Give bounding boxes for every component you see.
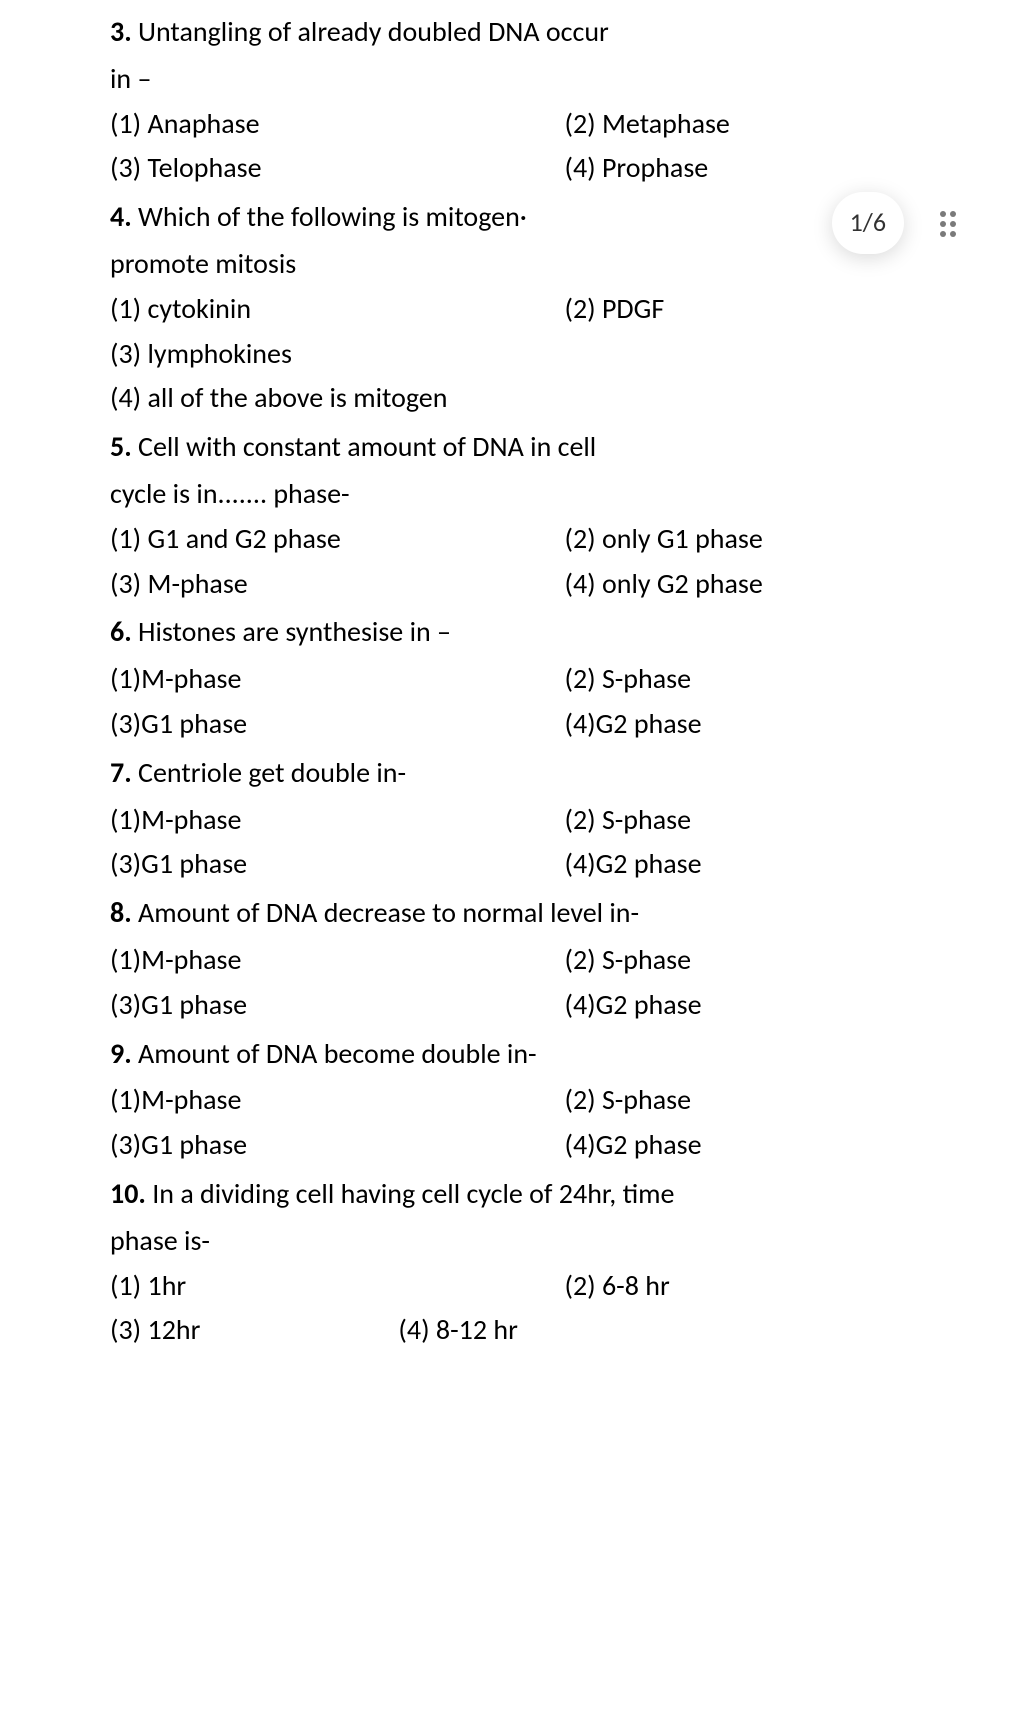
- q9-option-4: (4)G2 phase: [564, 1123, 984, 1168]
- question-10-number: 10.: [110, 1176, 146, 1211]
- question-5-number: 5.: [110, 429, 132, 464]
- q3-option-2: (2) Metaphase: [564, 102, 984, 147]
- question-6-body: Histones are synthesise in –: [138, 614, 451, 649]
- drag-dots-icon[interactable]: [932, 207, 964, 239]
- question-7: 7. Centriole get double in- (1)M-phase (…: [110, 751, 984, 887]
- question-10-options: (1) 1hr (2) 6-8 hr (3) 12hr (4) 8-12 hr: [110, 1264, 984, 1354]
- question-4-number: 4.: [110, 199, 132, 234]
- question-4-body: Which of the following is mitogen·: [138, 199, 527, 234]
- question-3-options: (1) Anaphase (2) Metaphase (3) Telophase…: [110, 102, 984, 192]
- q9-option-1: (1)M-phase: [110, 1078, 564, 1123]
- q5-option-1: (1) G1 and G2 phase: [110, 517, 564, 562]
- page-indicator: 1/6: [832, 192, 964, 254]
- question-9: 9. Amount of DNA become double in- (1)M-…: [110, 1032, 984, 1168]
- q5-option-2: (2) only G1 phase: [564, 517, 984, 562]
- question-5-options: (1) G1 and G2 phase (2) only G1 phase (3…: [110, 517, 984, 607]
- q4-option-2: (2) PDGF: [564, 287, 984, 332]
- question-8-body: Amount of DNA decrease to normal level i…: [138, 895, 639, 930]
- question-4-options: (1) cytokinin (2) PDGF (3) lymphokines (…: [110, 287, 984, 421]
- q10-option-2: (2) 6-8 hr: [564, 1264, 984, 1309]
- question-9-body: Amount of DNA become double in-: [138, 1036, 537, 1071]
- question-6-text: 6. Histones are synthesise in –: [110, 610, 984, 655]
- q7-option-4: (4)G2 phase: [564, 842, 984, 887]
- question-8: 8. Amount of DNA decrease to normal leve…: [110, 891, 984, 1027]
- question-8-options: (1)M-phase (2) S-phase (3)G1 phase (4)G2…: [110, 938, 984, 1028]
- question-5: 5. Cell with constant amount of DNA in c…: [110, 425, 984, 606]
- q3-option-4: (4) Prophase: [564, 146, 984, 191]
- q5-option-4: (4) only G2 phase: [564, 562, 984, 607]
- question-7-options: (1)M-phase (2) S-phase (3)G1 phase (4)G2…: [110, 798, 984, 888]
- question-3-text: 3. Untangling of already doubled DNA occ…: [110, 10, 984, 55]
- q9-option-2: (2) S-phase: [564, 1078, 984, 1123]
- q7-option-3: (3)G1 phase: [110, 842, 564, 887]
- question-6-options: (1)M-phase (2) S-phase (3)G1 phase (4)G2…: [110, 657, 984, 747]
- q4-option-1: (1) cytokinin: [110, 287, 564, 332]
- q5-option-3: (3) M-phase: [110, 562, 564, 607]
- question-7-text: 7. Centriole get double in-: [110, 751, 984, 796]
- q8-option-4: (4)G2 phase: [564, 983, 984, 1028]
- question-8-number: 8.: [110, 895, 132, 930]
- question-6: 6. Histones are synthesise in – (1)M-pha…: [110, 610, 984, 746]
- page-counter: 1/6: [832, 192, 904, 254]
- q8-option-3: (3)G1 phase: [110, 983, 564, 1028]
- q10-option-3: (3) 12hr: [110, 1308, 398, 1353]
- question-3-body: Untangling of already doubled DNA occur: [138, 14, 609, 49]
- question-3-continuation: in –: [110, 57, 984, 102]
- q4-option-3: (3) lymphokines: [110, 332, 984, 377]
- q10-option-4: (4) 8-12 hr: [398, 1308, 984, 1353]
- q8-option-2: (2) S-phase: [564, 938, 984, 983]
- question-8-text: 8. Amount of DNA decrease to normal leve…: [110, 891, 984, 936]
- question-10: 10. In a dividing cell having cell cycle…: [110, 1172, 984, 1353]
- question-5-continuation: cycle is in....... phase-: [110, 472, 984, 517]
- q6-option-1: (1)M-phase: [110, 657, 564, 702]
- q3-option-3: (3) Telophase: [110, 146, 564, 191]
- question-9-text: 9. Amount of DNA become double in-: [110, 1032, 984, 1077]
- q6-option-2: (2) S-phase: [564, 657, 984, 702]
- question-9-number: 9.: [110, 1036, 132, 1071]
- question-3-number: 3.: [110, 14, 132, 49]
- q7-option-1: (1)M-phase: [110, 798, 564, 843]
- q6-option-4: (4)G2 phase: [564, 702, 984, 747]
- question-5-text: 5. Cell with constant amount of DNA in c…: [110, 425, 984, 470]
- question-10-continuation: phase is-: [110, 1219, 984, 1264]
- question-7-body: Centriole get double in-: [138, 755, 406, 790]
- q9-option-3: (3)G1 phase: [110, 1123, 564, 1168]
- question-9-options: (1)M-phase (2) S-phase (3)G1 phase (4)G2…: [110, 1078, 984, 1168]
- question-7-number: 7.: [110, 755, 132, 790]
- q10-option-1: (1) 1hr: [110, 1264, 564, 1309]
- question-10-text: 10. In a dividing cell having cell cycle…: [110, 1172, 984, 1217]
- q4-option-4: (4) all of the above is mitogen: [110, 376, 984, 421]
- question-5-body: Cell with constant amount of DNA in cell: [138, 429, 596, 464]
- question-10-body: In a dividing cell having cell cycle of …: [152, 1176, 674, 1211]
- q7-option-2: (2) S-phase: [564, 798, 984, 843]
- question-6-number: 6.: [110, 614, 132, 649]
- q8-option-1: (1)M-phase: [110, 938, 564, 983]
- question-3: 3. Untangling of already doubled DNA occ…: [110, 10, 984, 191]
- q3-option-1: (1) Anaphase: [110, 102, 564, 147]
- q6-option-3: (3)G1 phase: [110, 702, 564, 747]
